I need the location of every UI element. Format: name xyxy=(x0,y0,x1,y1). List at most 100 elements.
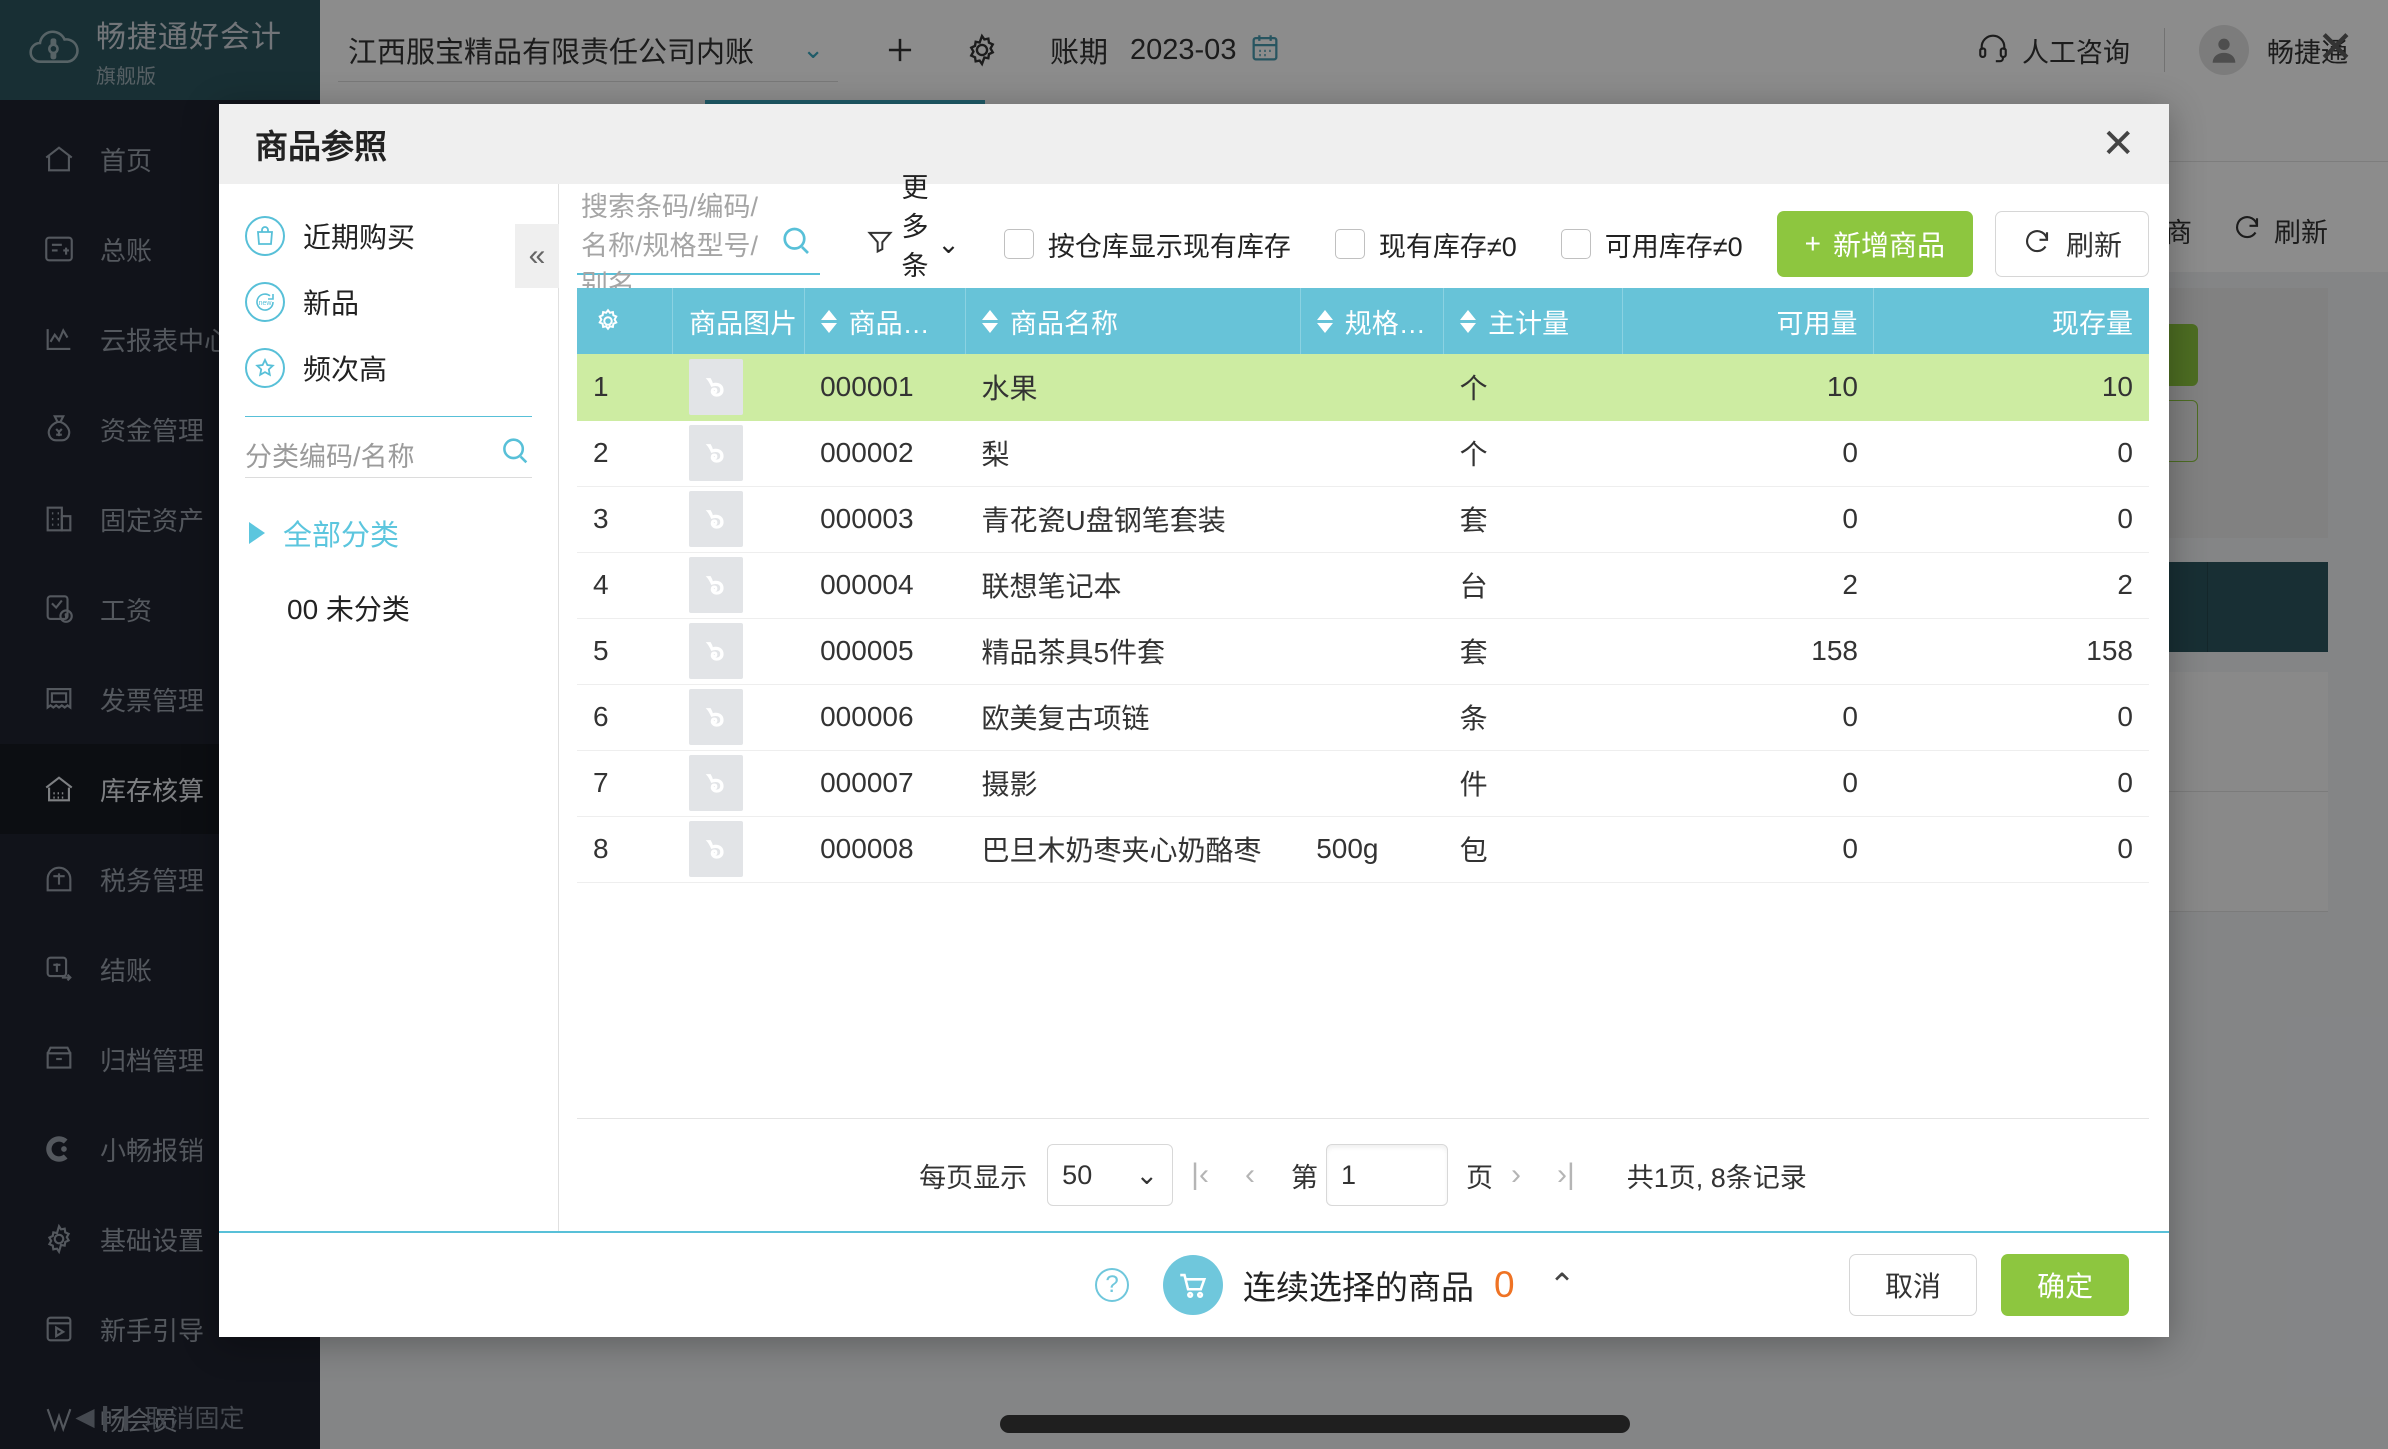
plus-icon[interactable] xyxy=(880,30,920,70)
row-image[interactable]: ๖ xyxy=(672,486,805,553)
checkbox-onhand-nonzero[interactable]: 现有库存≠0 xyxy=(1334,225,1517,264)
quick-filter-recent-purchase[interactable]: 近期购买 xyxy=(245,208,532,264)
support-button[interactable]: 人工咨询 xyxy=(1976,30,2130,71)
checkbox-box[interactable] xyxy=(1334,229,1365,259)
row-index: 7 xyxy=(577,750,673,817)
sort-icon[interactable] xyxy=(1316,309,1333,333)
column-header-unit[interactable]: 主计量 xyxy=(1443,288,1624,354)
row-image[interactable]: ๖ xyxy=(672,618,805,685)
table-row[interactable]: 5 ๖ 000005 精品茶具5件套 套 158 158 xyxy=(577,618,2149,685)
row-image[interactable]: ๖ xyxy=(672,552,805,619)
search-icon[interactable] xyxy=(498,434,532,475)
sidebar-item-label: 税务管理 xyxy=(100,865,205,896)
row-image[interactable]: ๖ xyxy=(672,420,805,487)
top-bar-right: 人工咨询 畅捷通 xyxy=(1976,25,2388,75)
sidebar-item-home[interactable]: 首页 xyxy=(0,114,320,204)
category-search-input[interactable]: 分类编码/名称 xyxy=(245,416,532,478)
column-header-code[interactable]: 商品… xyxy=(804,288,966,354)
per-page-label: 每页显示 xyxy=(919,1162,1028,1193)
play-icon xyxy=(40,1310,78,1348)
next-page-icon[interactable]: › xyxy=(1510,1158,1521,1191)
sidebar-item-payroll[interactable]: 工资 xyxy=(0,564,320,654)
cart-icon[interactable] xyxy=(1163,1255,1223,1315)
row-index: 4 xyxy=(577,552,673,619)
quick-filter-high-frequency[interactable]: 频次高 xyxy=(245,340,532,396)
chevron-up-icon[interactable]: ⌃ xyxy=(1548,1267,1576,1303)
row-unit: 件 xyxy=(1443,750,1623,817)
sidebar-pin-toggle[interactable]: ◀❙❙ 取消固定 xyxy=(0,1399,320,1435)
sidebar-item-fixed-assets[interactable]: 固定资产 xyxy=(0,474,320,564)
help-icon[interactable]: ? xyxy=(1095,1268,1129,1302)
refresh-button[interactable]: 刷新 xyxy=(1994,211,2149,277)
double-chevron-left-icon[interactable]: « xyxy=(515,224,559,288)
period-value[interactable]: 2023-03 xyxy=(1130,33,1237,66)
sidebar-item-label: 小畅报销 xyxy=(100,1135,205,1166)
column-settings-header[interactable] xyxy=(577,288,674,354)
first-page-icon[interactable]: |‹ xyxy=(1191,1158,1209,1191)
add-product-button[interactable]: + 新增商品 xyxy=(1776,211,1973,277)
sidebar-item-expense[interactable]: 小畅报销 xyxy=(0,1104,320,1194)
table-row[interactable]: 7 ๖ 000007 摄影 件 0 0 xyxy=(577,750,2149,817)
table-row[interactable]: 8 ๖ 000008 巴旦木奶枣夹心奶酪枣 500g 包 0 0 xyxy=(577,816,2149,883)
sidebar-item-invoice[interactable]: 发票管理 xyxy=(0,654,320,744)
calendar-icon[interactable] xyxy=(1248,31,1282,70)
table-row[interactable]: 2 ๖ 000002 梨 个 0 0 xyxy=(577,420,2149,487)
sidebar-item-settlement[interactable]: 结账 xyxy=(0,924,320,1014)
table-row[interactable]: 3 ๖ 000003 青花瓷U盘钢笔套装 套 0 0 xyxy=(577,486,2149,553)
row-onhand: 158 xyxy=(1873,618,2149,685)
gear-icon[interactable] xyxy=(593,306,656,336)
building-icon xyxy=(40,500,78,538)
checkbox-box[interactable] xyxy=(1560,229,1591,259)
row-image[interactable]: ๖ xyxy=(672,750,805,817)
sort-icon[interactable] xyxy=(981,309,998,333)
table-row[interactable]: 6 ๖ 000006 欧美复古项链 条 0 0 xyxy=(577,684,2149,751)
column-header-spec[interactable]: 规格… xyxy=(1300,288,1445,354)
dialog-footer: ? 连续选择的商品 0 ⌃ 取消 确定 xyxy=(219,1231,2169,1337)
scrollbar-thumb[interactable] xyxy=(1000,1415,1630,1433)
search-input[interactable]: 搜索条码/编码/名称/规格型号/别名 xyxy=(577,192,820,300)
account-set-selector[interactable]: 江西服宝精品有限责任公司内账 ⌄ xyxy=(338,18,838,82)
sidebar-item-vip[interactable]: 畅会员 xyxy=(0,1374,320,1449)
row-image[interactable]: ๖ xyxy=(672,816,805,883)
user-avatar-icon[interactable] xyxy=(2199,25,2249,75)
sidebar-item-cloud-reports[interactable]: 云报表中心 xyxy=(0,294,320,384)
cancel-button[interactable]: 取消 xyxy=(1849,1254,1977,1316)
checkbox-by-warehouse[interactable]: 按仓库显示现有库存 xyxy=(1003,225,1291,264)
username-label[interactable]: 畅捷通 xyxy=(2267,37,2348,68)
sidebar-item-guide[interactable]: 新手引导 xyxy=(0,1284,320,1374)
per-page-select[interactable]: 50 ⌄ xyxy=(1047,1144,1174,1206)
sidebar-item-tax[interactable]: 税务管理 xyxy=(0,834,320,924)
row-available: 0 xyxy=(1622,684,1874,751)
triangle-right-icon[interactable] xyxy=(249,522,265,544)
category-tree-item[interactable]: 00 未分类 xyxy=(287,594,410,625)
gear-icon[interactable] xyxy=(962,30,1002,70)
column-header-name[interactable]: 商品名称 xyxy=(965,288,1301,354)
table-row[interactable]: 4 ๖ 000004 联想笔记本 台 2 2 xyxy=(577,552,2149,619)
sidebar-item-basic-settings[interactable]: 基础设置 xyxy=(0,1194,320,1284)
row-name: 青花瓷U盘钢笔套装 xyxy=(965,486,1301,553)
refresh-button[interactable]: 刷新 xyxy=(2232,211,2328,250)
checkbox-box[interactable] xyxy=(1003,229,1034,259)
sort-icon[interactable] xyxy=(1460,309,1477,333)
sidebar-item-archive[interactable]: 归档管理 xyxy=(0,1014,320,1104)
page-number-input[interactable]: 1 xyxy=(1325,1144,1448,1206)
row-code: 000005 xyxy=(804,618,966,685)
sort-icon[interactable] xyxy=(820,309,837,333)
column-label: 主计量 xyxy=(1488,308,1570,339)
sidebar-item-funds[interactable]: 资金管理 xyxy=(0,384,320,474)
sidebar-item-ledger[interactable]: 总账 xyxy=(0,204,320,294)
page-close-icon[interactable]: ✕ xyxy=(2317,23,2354,72)
table-row[interactable]: 1 ๖ 000001 水果 个 10 10 xyxy=(577,354,2149,421)
quick-filter-new-product[interactable]: new 新品 xyxy=(245,274,532,330)
prev-page-icon[interactable]: ‹ xyxy=(1244,1158,1255,1191)
checkbox-label: 可用库存≠0 xyxy=(1604,231,1743,262)
last-page-icon[interactable]: ›| xyxy=(1556,1158,1575,1191)
horizontal-scrollbar[interactable] xyxy=(680,1415,2328,1433)
row-image[interactable]: ๖ xyxy=(672,684,805,751)
close-icon[interactable]: ✕ xyxy=(2101,122,2135,166)
category-tree-root[interactable]: 全部分类 xyxy=(249,512,532,554)
row-image[interactable]: ๖ xyxy=(672,354,805,421)
checkbox-available-nonzero[interactable]: 可用库存≠0 xyxy=(1560,225,1743,264)
search-icon[interactable] xyxy=(778,223,814,264)
confirm-button[interactable]: 确定 xyxy=(2001,1254,2129,1316)
